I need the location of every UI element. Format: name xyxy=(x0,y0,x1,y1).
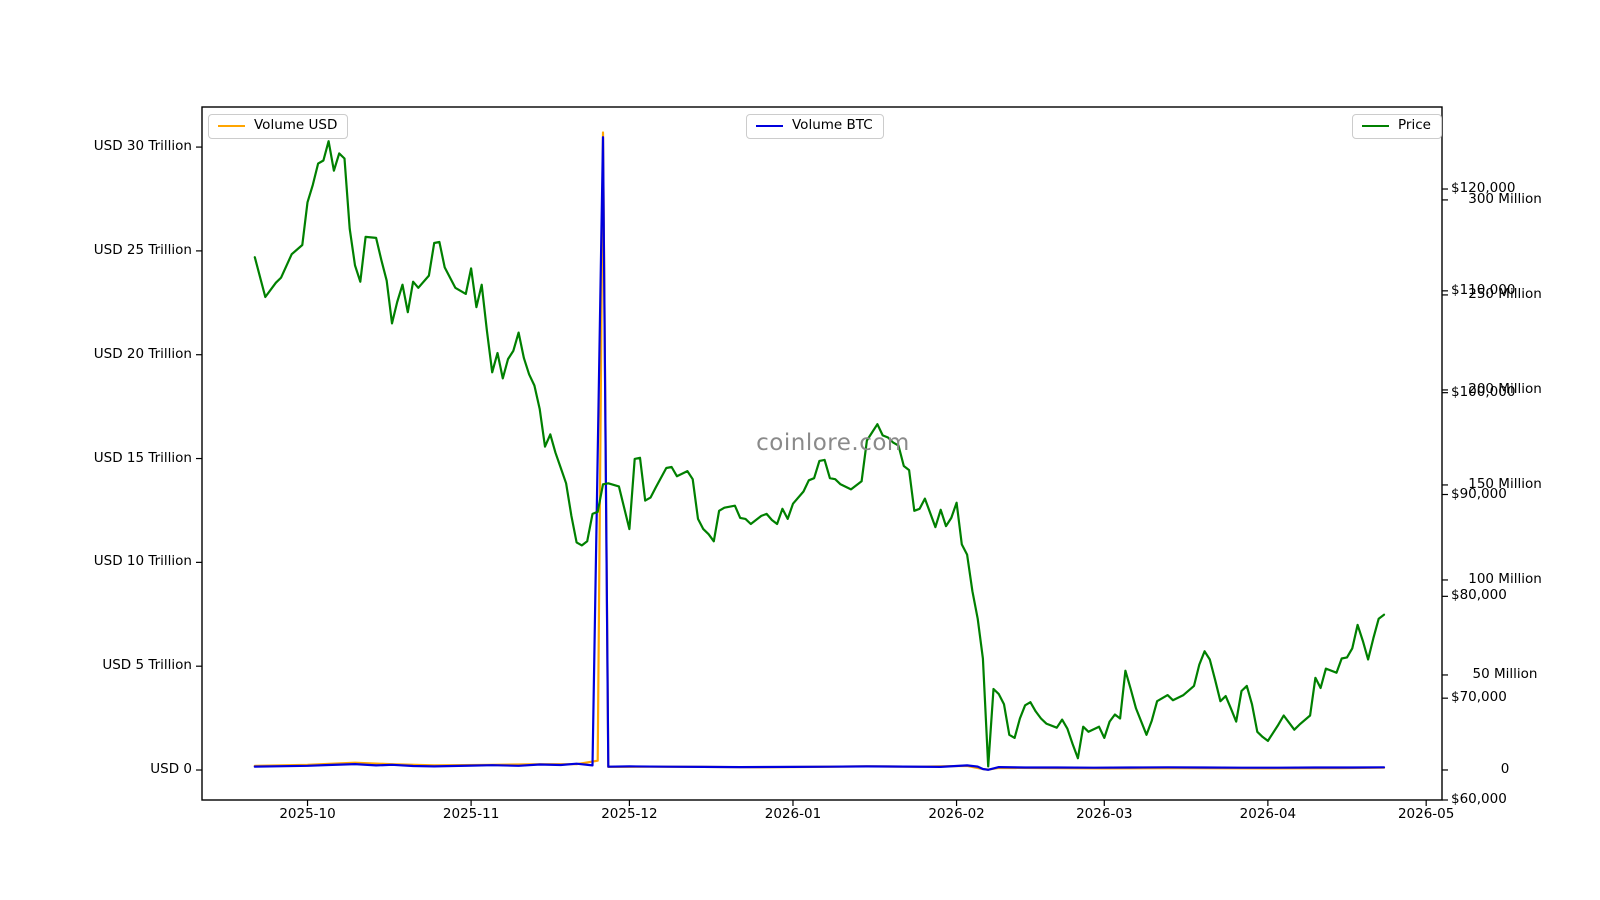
y-tick-label-price: $110,000 xyxy=(1451,281,1516,298)
y-tick-label-btc: 200 Million xyxy=(1468,380,1542,397)
volume-usd-line-swatch xyxy=(218,125,245,127)
y-tick-label-usd: USD 0 xyxy=(150,761,192,778)
x-tick-label: 2025-11 xyxy=(442,806,500,822)
y-tick-label-btc: 100 Million xyxy=(1468,570,1542,587)
y-tick-label-usd: USD 15 Trillion xyxy=(93,449,192,466)
legend-volume-usd: Volume USD xyxy=(208,114,349,139)
watermark: coinlore.com xyxy=(756,430,910,456)
legend-volume-btc-label: Volume BTC xyxy=(792,117,873,134)
x-tick-label: 2026-01 xyxy=(764,806,822,822)
x-tick-label: 2026-03 xyxy=(1076,806,1133,822)
legend-volume-usd-label: Volume USD xyxy=(254,117,338,134)
y-tick-label-btc: 250 Million xyxy=(1468,285,1542,302)
y-tick-label-price: $100,000 xyxy=(1451,383,1516,400)
y-tick-label-usd: USD 25 Trillion xyxy=(93,241,192,258)
y-tick-label-btc: 300 Million xyxy=(1468,190,1542,207)
y-tick-label-price: $80,000 xyxy=(1451,587,1507,604)
y-tick-label-price: $70,000 xyxy=(1451,689,1507,706)
volume-btc-line-swatch xyxy=(756,125,783,127)
y-tick-label-price: $120,000 xyxy=(1451,180,1516,196)
y-tick-label-btc: 150 Million xyxy=(1468,475,1542,492)
y-tick-label-price: $90,000 xyxy=(1451,485,1507,502)
legend-price: Price xyxy=(1352,114,1442,139)
y-tick-label-usd: USD 30 Trillion xyxy=(93,138,192,155)
x-tick-label: 2025-12 xyxy=(601,806,658,822)
x-tick-label: 2025-10 xyxy=(279,806,336,822)
legend-volume-btc: Volume BTC xyxy=(746,114,884,139)
y-tick-label-btc: 0 xyxy=(1500,760,1510,777)
legend-price-label: Price xyxy=(1398,117,1431,134)
y-tick-label-usd: USD 5 Trillion xyxy=(102,657,192,674)
y-tick-label-usd: USD 10 Trillion xyxy=(93,553,192,570)
y-tick-label-usd: USD 20 Trillion xyxy=(93,345,192,362)
x-tick-label: 2026-02 xyxy=(928,806,985,822)
y-tick-label-price: $60,000 xyxy=(1451,791,1507,807)
price-line-swatch xyxy=(1362,125,1389,127)
x-tick-label: 2026-05 xyxy=(1397,806,1455,822)
x-tick-label: 2026-04 xyxy=(1239,806,1297,822)
y-tick-label-btc: 50 Million xyxy=(1472,665,1538,682)
